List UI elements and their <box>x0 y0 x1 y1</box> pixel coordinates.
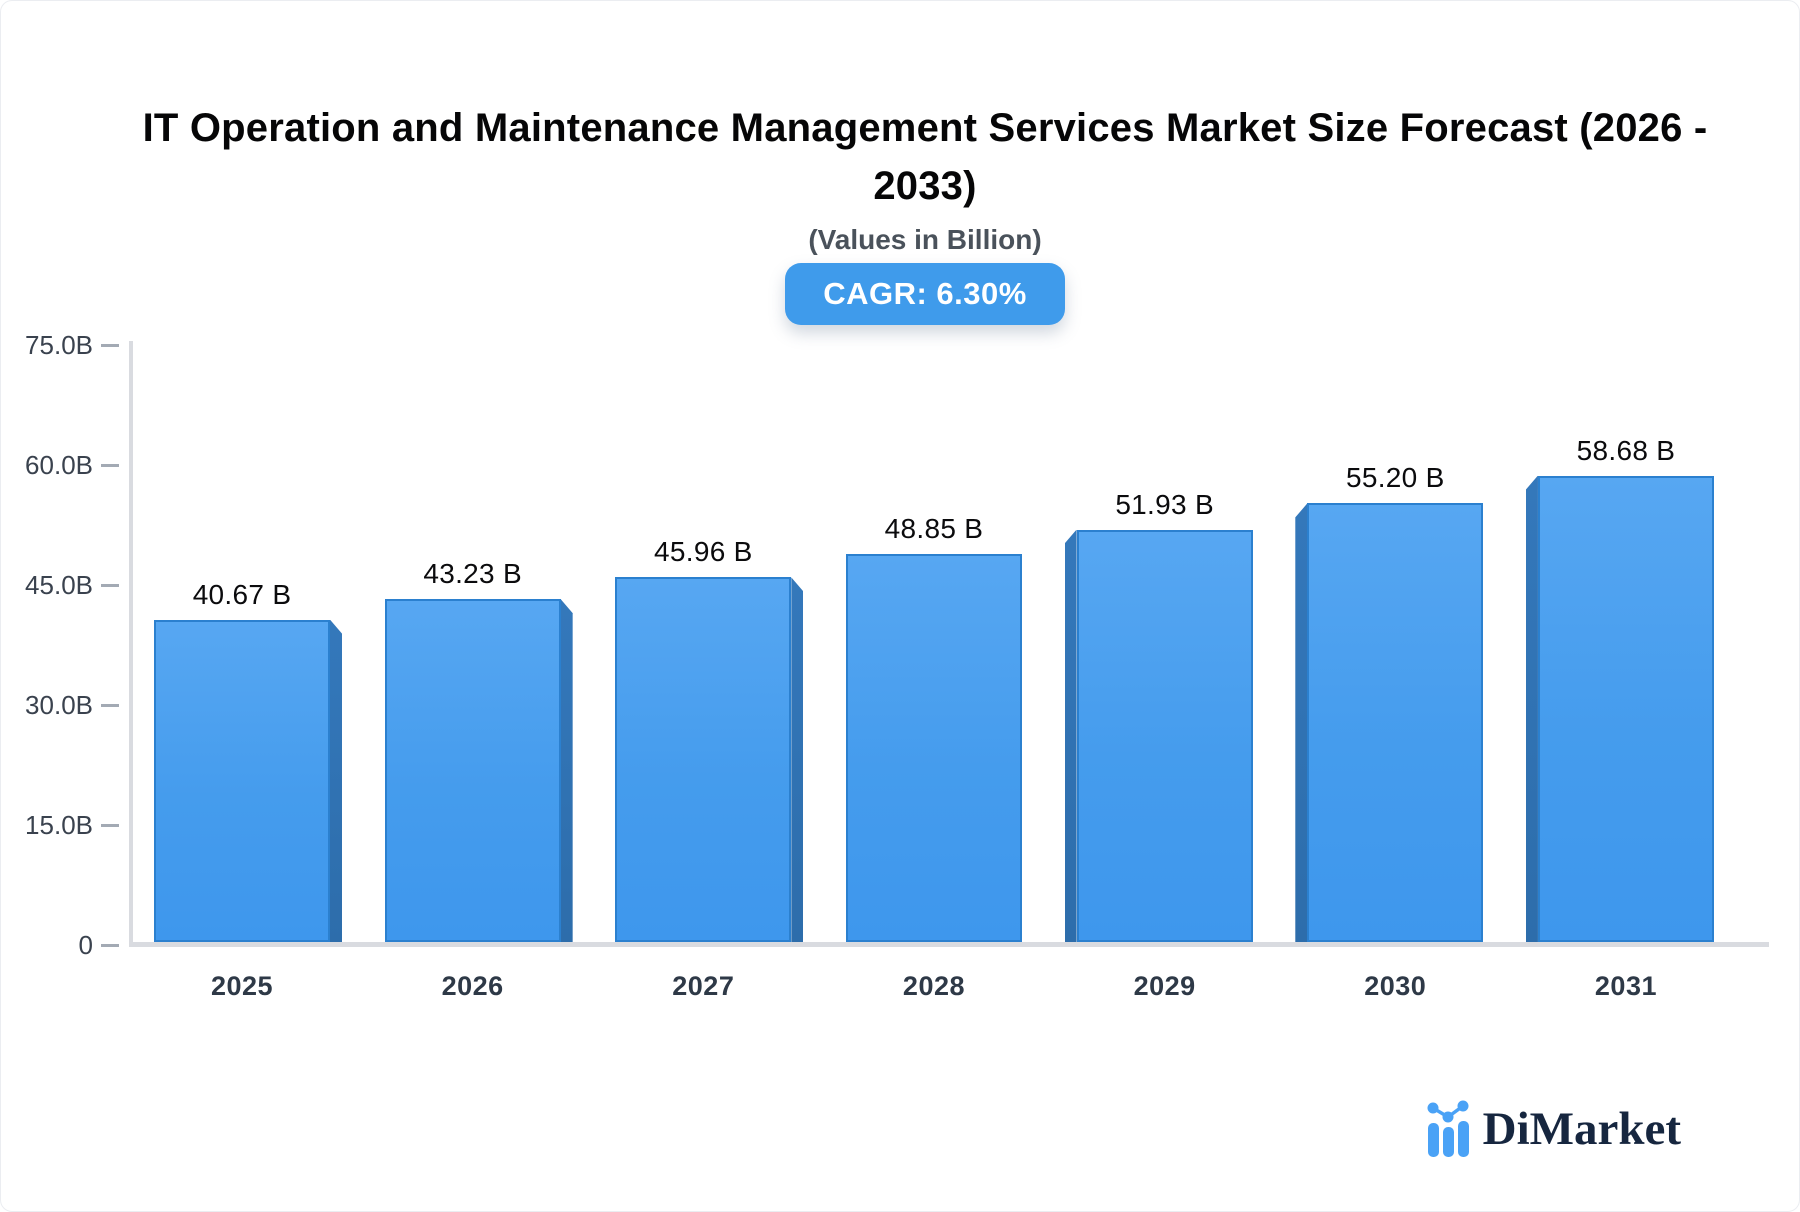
bar-2028[interactable] <box>845 554 1022 942</box>
bar-value-label: 43.23 B <box>423 558 522 590</box>
y-axis-tick-label: 75.0B <box>25 330 93 360</box>
bar-value-label: 45.96 B <box>654 536 753 568</box>
y-axis-tick-mark <box>101 464 119 467</box>
y-axis-tick-mark <box>101 344 119 347</box>
bar-value-label: 51.93 B <box>1115 488 1214 520</box>
y-axis-tick-label: 30.0B <box>25 690 93 720</box>
y-axis-tick-mark <box>101 704 119 707</box>
x-axis-label-2026: 2026 <box>441 971 504 1001</box>
brand-name: DiMarket <box>1482 1103 1681 1155</box>
y-axis-tick-mark <box>101 944 119 947</box>
bar-value-label: 48.85 B <box>884 513 984 545</box>
y-axis-tick-mark <box>101 824 119 827</box>
x-axis-label-2027: 2027 <box>672 971 735 1001</box>
x-axis-label-2030: 2030 <box>1364 971 1427 1001</box>
bar-2027[interactable] <box>615 577 792 942</box>
bar-3d-side <box>330 619 342 942</box>
bar-2031[interactable] <box>1537 475 1714 942</box>
bar-value-label: 40.67 B <box>192 578 292 610</box>
chart-title-line-1: IT Operation and Maintenance Management … <box>142 106 1708 150</box>
x-axis-label-2031: 2031 <box>1594 971 1657 1001</box>
y-axis-tick-label: 45.0B <box>25 570 93 600</box>
bar-3d-side <box>560 599 573 942</box>
bar-value-label: 55.20 B <box>1345 462 1445 494</box>
bar-2030[interactable] <box>1307 503 1484 942</box>
y-axis-line <box>129 341 133 947</box>
bar-3d-side <box>791 577 804 942</box>
y-axis-tick-mark <box>101 584 119 587</box>
bar-chart-trend-icon <box>1427 1100 1469 1157</box>
y-axis-tick-label: 15.0B <box>25 810 93 840</box>
bar-3d-side <box>1295 503 1308 942</box>
bar-value-label: 58.68 B <box>1576 434 1676 466</box>
x-axis-baseline <box>129 942 1769 947</box>
y-axis-tick-label: 0 <box>78 930 93 960</box>
bar-3d-side <box>1525 475 1538 942</box>
brand-logo: DiMarket <box>1425 1097 1681 1157</box>
bar-2026[interactable] <box>384 599 561 942</box>
chart-header: IT Operation and Maintenance Management … <box>25 99 1799 325</box>
cagr-badge: CAGR: 6.30% <box>785 263 1065 325</box>
y-axis-tick-label: 60.0B <box>25 450 93 480</box>
x-axis-label-2028: 2028 <box>902 971 965 1001</box>
bar-3d-side <box>1064 529 1077 942</box>
bar-2025[interactable] <box>154 619 330 942</box>
chart-subtitle: (Values in Billion) <box>808 224 1042 255</box>
chart-title-line-2: 2033) <box>873 164 977 208</box>
x-axis-label-2029: 2029 <box>1133 971 1196 1001</box>
x-axis-label-2025: 2025 <box>210 971 274 1001</box>
bar-2029[interactable] <box>1076 529 1253 942</box>
